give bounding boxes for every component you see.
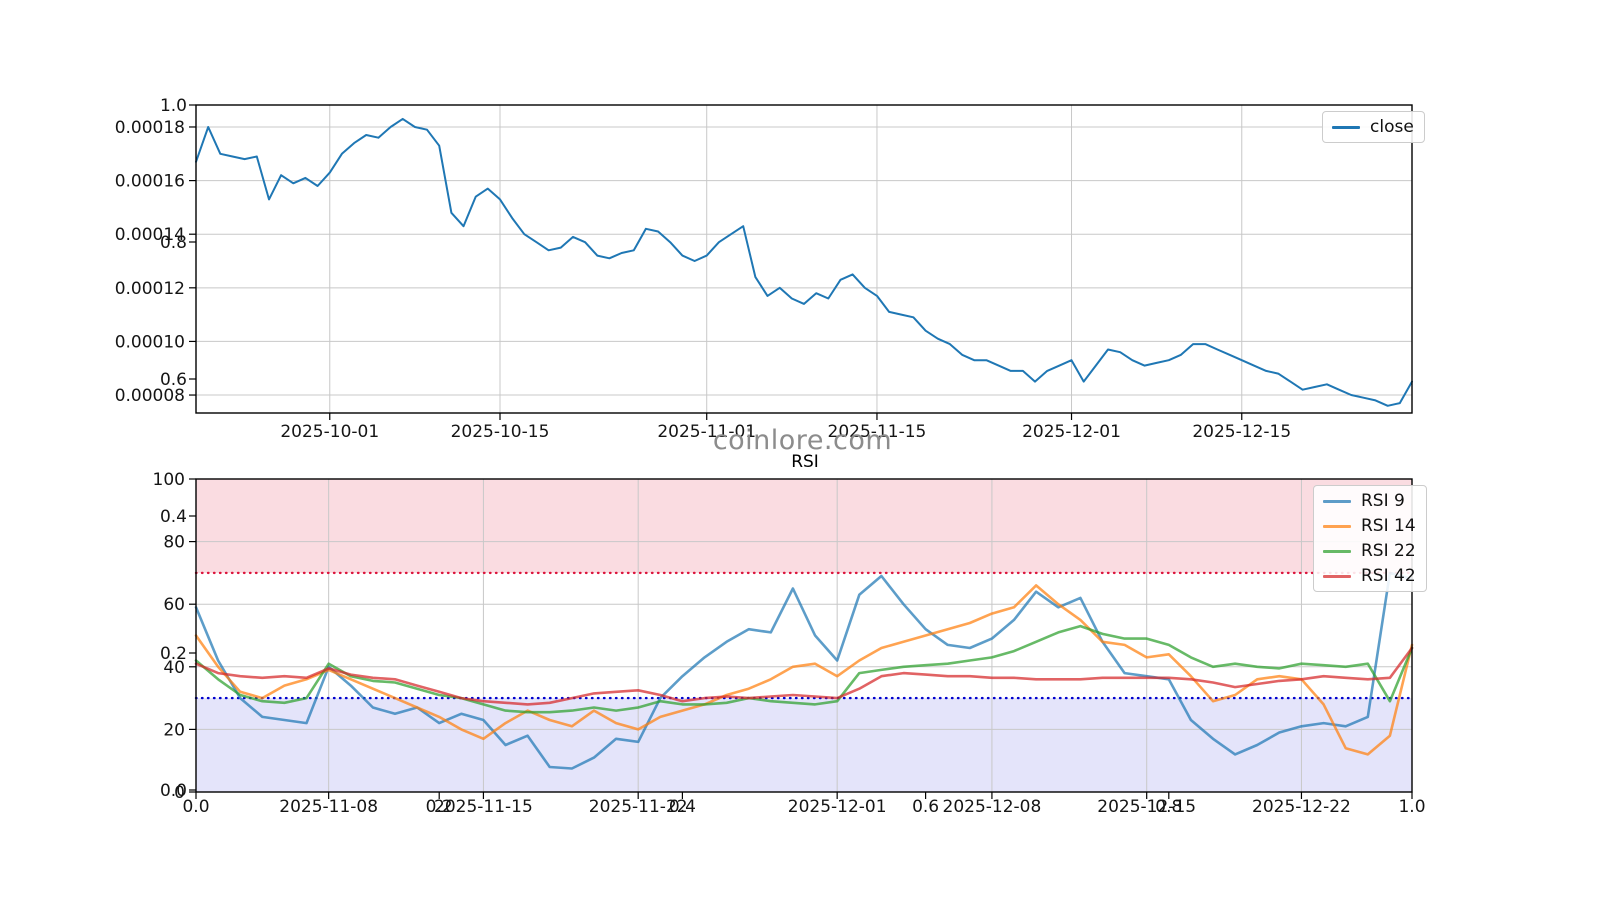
stray-axis-labels: 1.0 0.8 0.6 0.4 0.2 0.00.0 0.2 0.4 0.6 0.8 1.0 <box>160 96 1426 817</box>
legend-label-rsi-14: RSI 14 <box>1361 516 1416 536</box>
y-tick-label: 0.00018 <box>115 118 185 138</box>
stray-x-tick-label: 0.2 <box>426 797 453 817</box>
rsi-9-line-swatch <box>1323 499 1351 503</box>
legend-item-rsi-9: RSI 9 <box>1323 491 1416 511</box>
x-tick-label: 2025-10-01 <box>280 422 379 442</box>
y-tick-label: 0.00008 <box>115 386 185 406</box>
x-tick-label: 2025-11-15 <box>828 422 927 442</box>
stray-y-tick-label: 0.6 <box>160 370 187 390</box>
legend-item-close: close <box>1332 117 1414 137</box>
y-tick-label: 0.00012 <box>115 279 185 299</box>
rsi-14-line <box>194 584 1414 756</box>
legend-label-rsi-22: RSI 22 <box>1361 541 1416 561</box>
close-line-swatch <box>1332 125 1360 129</box>
legend-label-rsi-42: RSI 42 <box>1361 566 1416 586</box>
y-tick-label: 0.00016 <box>115 172 185 192</box>
rsi-14-line-swatch <box>1323 524 1351 528</box>
stray-x-tick-label: 0.8 <box>1155 797 1182 817</box>
y-tick-label: 0.00010 <box>115 332 185 352</box>
y-tick-label: 0 <box>174 783 185 803</box>
rsi-22-line <box>194 624 1414 714</box>
stray-y-tick-label: 1.0 <box>160 96 187 116</box>
x-tick-label: 2025-12-01 <box>1022 422 1121 442</box>
legend-label-close: close <box>1370 117 1414 137</box>
legend-item-rsi-14: RSI 14 <box>1323 516 1416 536</box>
price-chart: 0.00008 0.00010 0.00012 0.00014 0.00016 0.000… <box>115 104 1413 442</box>
legend-item-rsi-22: RSI 22 <box>1323 541 1416 561</box>
close-line <box>195 117 1413 407</box>
x-tick-label: 2025-12-22 <box>1252 797 1351 817</box>
y-tick-label: 100 <box>153 470 185 490</box>
rsi-22-line-swatch <box>1323 549 1351 553</box>
stray-y-tick-label: 0.8 <box>160 233 187 253</box>
x-tick-label: 2025-10-15 <box>451 422 550 442</box>
legend-label-rsi-9: RSI 9 <box>1361 491 1405 511</box>
rsi-chart: 0 20 40 60 80 100 2025-11-08 2025-11-15 2025-11-… <box>153 470 1414 817</box>
y-tick-label: 60 <box>163 595 185 615</box>
rsi-42-line-swatch <box>1323 574 1351 578</box>
rsi-9-line <box>194 571 1414 770</box>
stray-y-tick-label: 0.2 <box>160 644 187 664</box>
oversold-band <box>196 698 1412 792</box>
y-tick-label: 80 <box>163 533 185 553</box>
stray-y-tick-label: 0.4 <box>160 507 187 527</box>
stray-x-tick-label: 0.0 <box>182 797 209 817</box>
stray-x-tick-label: 1.0 <box>1398 797 1425 817</box>
x-tick-label: 2025-12-15 <box>1192 422 1291 442</box>
overbought-band <box>196 479 1412 573</box>
x-tick-label: 2025-11-01 <box>657 422 756 442</box>
x-tick-label: 2025-12-01 <box>788 797 887 817</box>
legend-item-rsi-42: RSI 42 <box>1323 566 1416 586</box>
rsi-42-line <box>194 646 1414 706</box>
x-tick-label: 2025-11-22 <box>589 797 688 817</box>
y-tick-label: 40 <box>163 658 185 678</box>
x-tick-label: 2025-11-15 <box>434 797 533 817</box>
x-tick-label: 2025-12-15 <box>1097 797 1196 817</box>
stray-y-tick-label: 0.0 <box>160 781 187 801</box>
y-tick-label: 20 <box>163 720 185 740</box>
stray-x-tick-label: 0.4 <box>669 797 696 817</box>
watermark: coinlore.com <box>712 425 893 456</box>
y-tick-label: 0.00014 <box>115 225 185 245</box>
legend-rsi: RSI 9 RSI 14 RSI 22 RSI 42 <box>1313 485 1427 592</box>
legend-close: close <box>1322 111 1425 143</box>
x-tick-label: 2025-12-08 <box>943 797 1042 817</box>
axes-spines <box>195 104 1413 414</box>
stray-x-tick-label: 0.6 <box>912 797 939 817</box>
rsi-panel-title: RSI <box>791 452 819 472</box>
x-tick-label: 2025-11-08 <box>279 797 378 817</box>
axes-spines <box>195 478 1413 793</box>
